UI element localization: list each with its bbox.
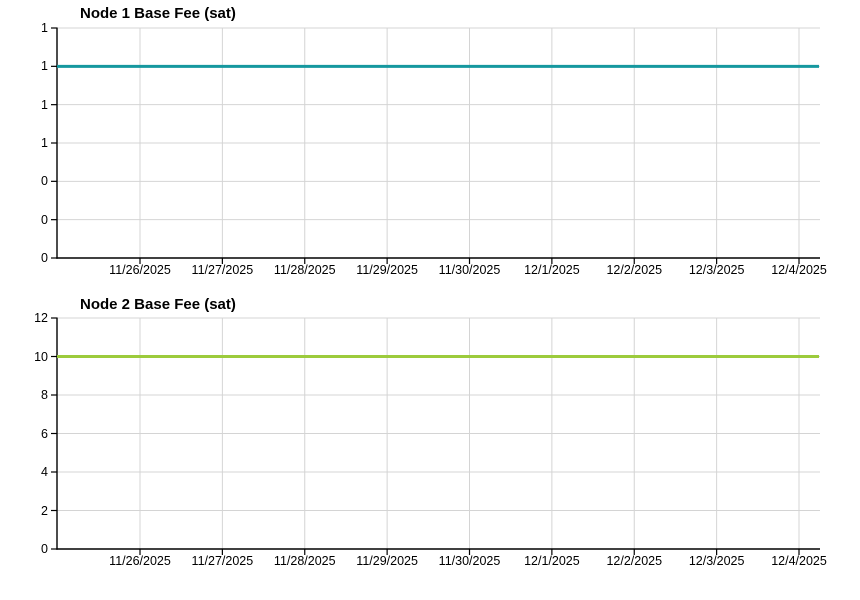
y-tick-label: 0	[41, 251, 48, 265]
y-tick-label: 12	[34, 311, 48, 325]
x-tick-label: 11/26/2025	[109, 554, 171, 568]
y-tick-label: 8	[41, 388, 48, 402]
y-tick-label: 0	[41, 542, 48, 556]
x-tick-label: 11/29/2025	[356, 263, 418, 277]
x-tick-label: 11/26/2025	[109, 263, 171, 277]
x-tick-label: 12/1/2025	[524, 263, 580, 277]
x-tick-label: 12/2/2025	[606, 263, 663, 277]
y-tick-label: 6	[41, 426, 48, 441]
chart-title-node2: Node 2 Base Fee (sat)	[80, 296, 236, 313]
x-tick-label: 12/3/2025	[688, 263, 745, 277]
chart-node2-base-fee: Node 2 Base Fee (sat) 12 10 8 6 4 2 0 11/26/202…	[0, 292, 860, 600]
y-tick-label: 0	[41, 212, 48, 227]
x-tick-label: 11/30/2025	[438, 554, 501, 568]
y-tick-label: 2	[41, 503, 48, 518]
x-tick-label: 11/28/2025	[273, 263, 336, 277]
chart-node1-base-fee: Node 1 Base Fee (sat) 1 1 1 1 0 0 0 11/26/2025 1…	[0, 0, 860, 290]
y-tick-label: 1	[41, 21, 48, 35]
x-tick-label: 11/27/2025	[191, 554, 254, 568]
y-tick-label: 1	[41, 97, 48, 112]
x-tick-label: 11/29/2025	[356, 554, 418, 568]
x-tick-label: 12/1/2025	[524, 554, 580, 568]
x-tick-label: 12/2/2025	[606, 554, 663, 568]
x-tick-label: 11/27/2025	[191, 263, 254, 277]
x-tick-label: 12/4/2025	[771, 263, 827, 277]
y-tick-label: 0	[41, 174, 48, 189]
plot-area-node1	[51, 27, 820, 264]
y-tick-label: 4	[41, 465, 48, 479]
x-tick-label: 12/4/2025	[771, 554, 827, 568]
x-tick-label: 12/3/2025	[688, 554, 745, 568]
y-tick-label: 1	[41, 136, 48, 150]
x-tick-label: 11/28/2025	[273, 554, 336, 568]
plot-area-node2	[51, 317, 820, 555]
y-tick-label: 1	[41, 59, 48, 74]
y-tick-label: 10	[34, 349, 48, 364]
x-tick-label: 11/30/2025	[438, 263, 501, 277]
chart-title-node1: Node 1 Base Fee (sat)	[80, 5, 236, 22]
